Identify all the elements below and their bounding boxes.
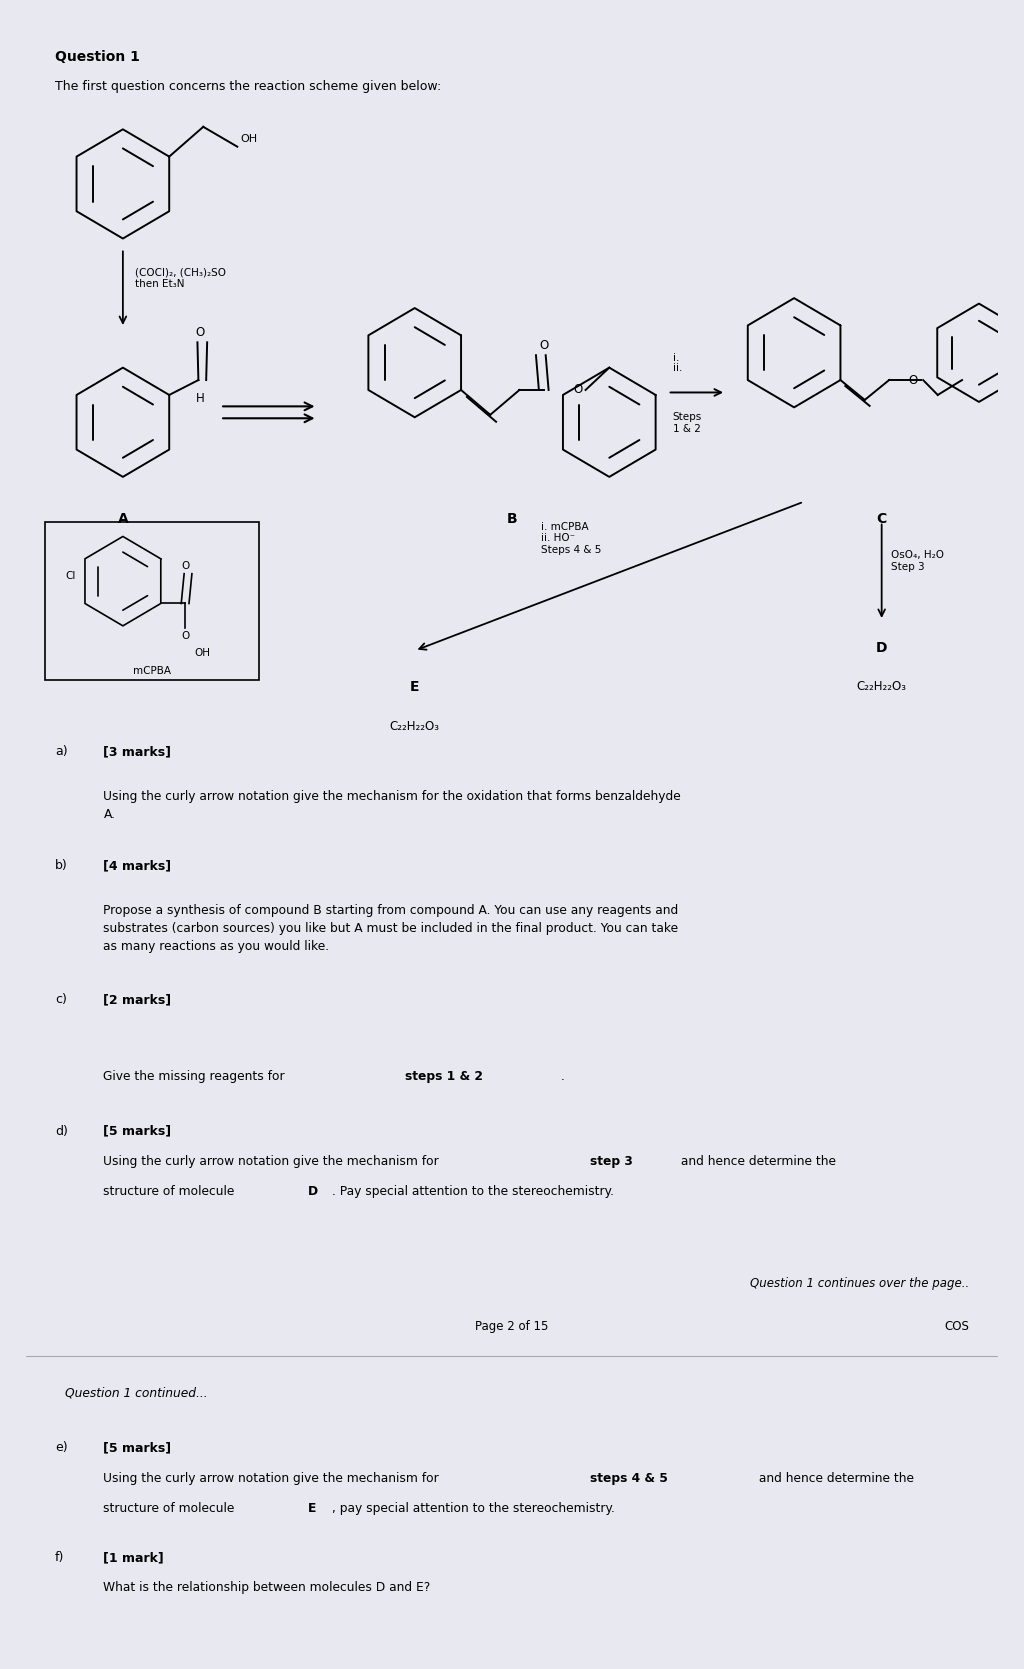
Text: O: O — [572, 384, 583, 397]
Text: COS: COS — [944, 1320, 969, 1332]
Text: O: O — [181, 631, 189, 641]
Text: Question 1 continued...: Question 1 continued... — [65, 1387, 207, 1400]
Text: mCPBA: mCPBA — [133, 666, 171, 676]
Text: C: C — [877, 512, 887, 526]
Text: a): a) — [55, 744, 68, 758]
Text: structure of molecule: structure of molecule — [103, 1185, 239, 1198]
Text: [5 marks]: [5 marks] — [103, 1125, 172, 1138]
Text: [5 marks]: [5 marks] — [103, 1442, 172, 1454]
Text: (COCl)₂, (CH₃)₂SO
then Et₃N: (COCl)₂, (CH₃)₂SO then Et₃N — [134, 267, 225, 289]
Text: D: D — [876, 641, 888, 654]
Text: e): e) — [55, 1442, 68, 1454]
Text: [3 marks]: [3 marks] — [103, 744, 171, 758]
Text: Give the missing reagents for: Give the missing reagents for — [103, 1070, 289, 1083]
Text: Page 2 of 15: Page 2 of 15 — [475, 1320, 549, 1332]
Text: Propose a synthesis of compound B starting from compound A. You can use any reag: Propose a synthesis of compound B starti… — [103, 905, 679, 953]
Text: [1 mark]: [1 mark] — [103, 1551, 164, 1564]
Text: and hence determine the: and hence determine the — [678, 1155, 837, 1168]
Text: D: D — [307, 1185, 317, 1198]
Text: Cl: Cl — [66, 571, 76, 581]
Text: Using the curly arrow notation give the mechanism for the oxidation that forms b: Using the curly arrow notation give the … — [103, 789, 681, 821]
Text: b): b) — [55, 860, 68, 873]
Text: OH: OH — [241, 134, 257, 144]
Text: steps 4 & 5: steps 4 & 5 — [590, 1472, 668, 1485]
Text: structure of molecule: structure of molecule — [103, 1502, 239, 1515]
Text: step 3: step 3 — [590, 1155, 633, 1168]
Text: Question 1: Question 1 — [55, 50, 139, 63]
Text: O: O — [539, 339, 549, 352]
Text: O: O — [181, 561, 189, 571]
Text: E: E — [410, 681, 420, 694]
Text: What is the relationship between molecules D and E?: What is the relationship between molecul… — [103, 1582, 431, 1594]
Text: , pay special attention to the stereochemistry.: , pay special attention to the stereoche… — [332, 1502, 614, 1515]
Text: ii.: ii. — [673, 362, 682, 372]
Text: Using the curly arrow notation give the mechanism for: Using the curly arrow notation give the … — [103, 1472, 443, 1485]
Text: c): c) — [55, 993, 67, 1006]
Text: .: . — [561, 1070, 564, 1083]
Text: OsO₄, H₂O
Step 3: OsO₄, H₂O Step 3 — [891, 551, 944, 572]
Text: Steps
1 & 2: Steps 1 & 2 — [673, 412, 701, 434]
Text: [4 marks]: [4 marks] — [103, 860, 172, 873]
Text: Using the curly arrow notation give the mechanism for: Using the curly arrow notation give the … — [103, 1155, 443, 1168]
Text: Question 1 continues over the page..: Question 1 continues over the page.. — [750, 1277, 969, 1290]
Text: i. mCPBA
ii. HO⁻
Steps 4 & 5: i. mCPBA ii. HO⁻ Steps 4 & 5 — [541, 522, 601, 554]
Text: The first question concerns the reaction scheme given below:: The first question concerns the reaction… — [55, 80, 441, 93]
Text: B: B — [507, 512, 517, 526]
Text: C₂₂H₂₂O₃: C₂₂H₂₂O₃ — [857, 681, 906, 693]
Text: E: E — [307, 1502, 316, 1515]
Text: OH: OH — [195, 648, 211, 658]
Text: steps 1 & 2: steps 1 & 2 — [406, 1070, 483, 1083]
Text: . Pay special attention to the stereochemistry.: . Pay special attention to the stereoche… — [332, 1185, 614, 1198]
Text: O: O — [908, 374, 918, 387]
Text: C₂₂H₂₂O₃: C₂₂H₂₂O₃ — [390, 721, 439, 733]
Text: f): f) — [55, 1551, 65, 1564]
Text: A: A — [118, 512, 128, 526]
Bar — [45, 522, 259, 681]
Text: O: O — [196, 327, 205, 339]
Text: H: H — [196, 392, 204, 406]
Text: [2 marks]: [2 marks] — [103, 993, 172, 1006]
Text: and hence determine the: and hence determine the — [756, 1472, 914, 1485]
Text: d): d) — [55, 1125, 68, 1138]
Text: i.: i. — [673, 352, 679, 362]
